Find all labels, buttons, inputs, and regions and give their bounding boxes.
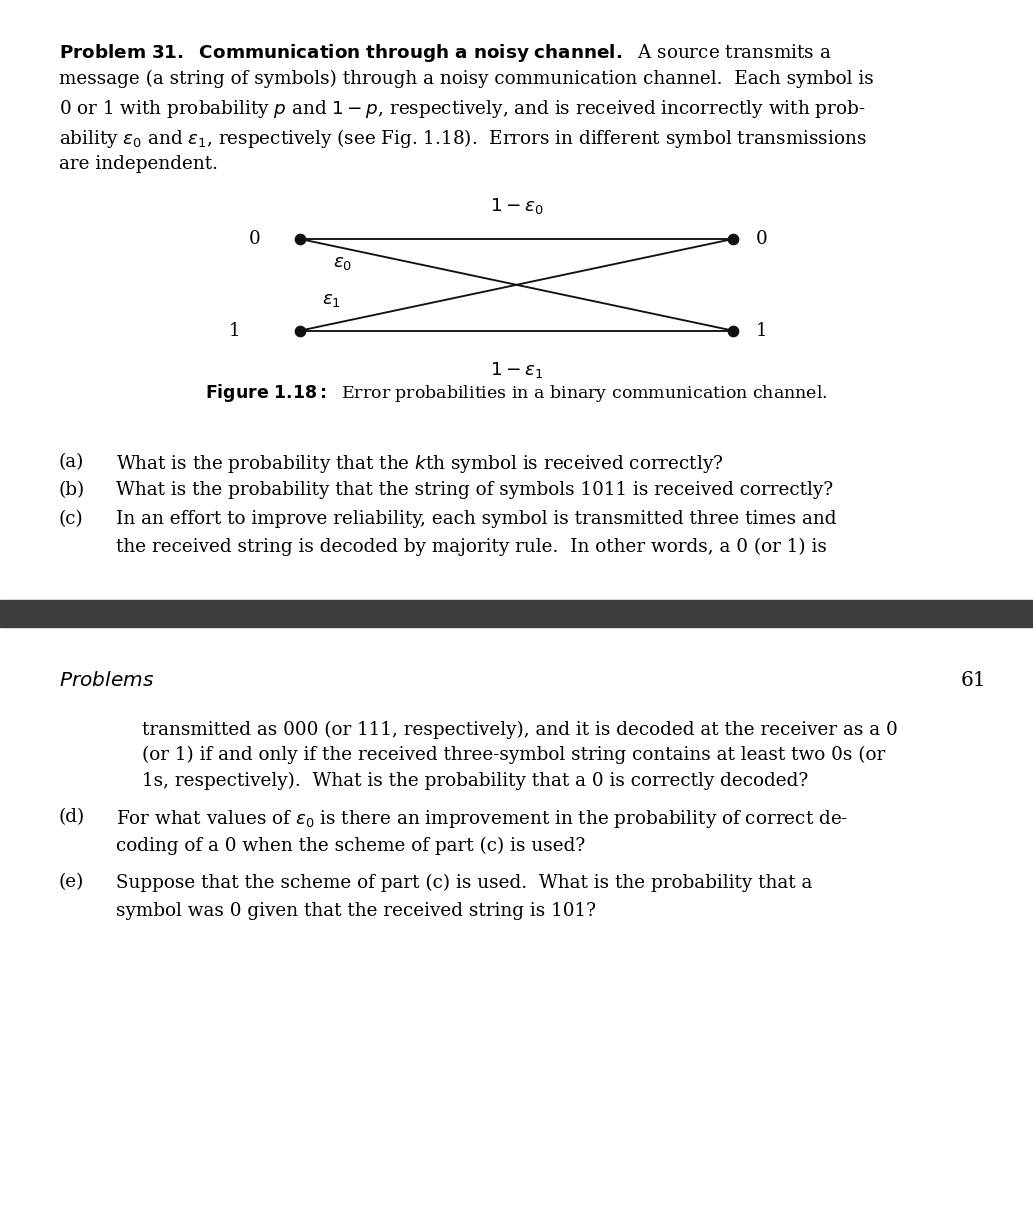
- Text: $\varepsilon_0$: $\varepsilon_0$: [333, 254, 352, 272]
- Text: $\varepsilon_1$: $\varepsilon_1$: [322, 290, 341, 309]
- Text: (a): (a): [59, 453, 85, 472]
- Text: the received string is decoded by majority rule.  In other words, a 0 (or 1) is: the received string is decoded by majori…: [116, 538, 826, 556]
- Text: 0 or 1 with probability $p$ and $1-p$, respectively, and is received incorrectly: 0 or 1 with probability $p$ and $1-p$, r…: [59, 98, 866, 120]
- Text: (e): (e): [59, 873, 85, 892]
- Point: [291, 321, 308, 341]
- Text: $\mathbf{Problem\ 31.}$  $\mathbf{Communication\ through\ a\ noisy\ channel.}$  : $\mathbf{Problem\ 31.}$ $\mathbf{Communi…: [59, 42, 832, 64]
- Text: 61: 61: [961, 671, 987, 691]
- Point: [291, 229, 308, 249]
- Text: (c): (c): [59, 510, 84, 528]
- Text: Suppose that the scheme of part (c) is used.  What is the probability that a: Suppose that the scheme of part (c) is u…: [116, 873, 812, 892]
- Text: What is the probability that the $k$th symbol is received correctly?: What is the probability that the $k$th s…: [116, 453, 723, 475]
- Bar: [0, 600, 1033, 627]
- Point: [725, 321, 742, 341]
- Text: coding of a 0 when the scheme of part (c) is used?: coding of a 0 when the scheme of part (c…: [116, 837, 585, 855]
- Text: What is the probability that the string of symbols 1011 is received correctly?: What is the probability that the string …: [116, 481, 833, 500]
- Text: symbol was 0 given that the received string is 101?: symbol was 0 given that the received str…: [116, 902, 596, 920]
- Text: In an effort to improve reliability, each symbol is transmitted three times and: In an effort to improve reliability, eac…: [116, 510, 836, 528]
- Text: (b): (b): [59, 481, 85, 500]
- Text: 1: 1: [756, 322, 768, 339]
- Text: transmitted as 000 (or 111, respectively), and it is decoded at the receiver as : transmitted as 000 (or 111, respectively…: [142, 720, 898, 739]
- Text: For what values of $\epsilon_0$ is there an improvement in the probability of co: For what values of $\epsilon_0$ is there…: [116, 808, 848, 831]
- Text: 1s, respectively).  What is the probability that a 0 is correctly decoded?: 1s, respectively). What is the probabili…: [142, 772, 808, 790]
- Text: $1 - \varepsilon_1$: $1 - \varepsilon_1$: [490, 360, 543, 380]
- Text: $1 - \varepsilon_0$: $1 - \varepsilon_0$: [490, 196, 543, 216]
- Text: are independent.: are independent.: [59, 154, 218, 173]
- Text: 1: 1: [229, 322, 241, 339]
- Text: message (a string of symbols) through a noisy communication channel.  Each symbo: message (a string of symbols) through a …: [59, 70, 874, 88]
- Text: $\it{Problems}$: $\it{Problems}$: [59, 671, 154, 691]
- Text: (or 1) if and only if the received three-symbol string contains at least two 0s : (or 1) if and only if the received three…: [142, 746, 885, 764]
- Text: 0: 0: [249, 230, 260, 247]
- Point: [725, 229, 742, 249]
- Text: $\mathbf{Figure\ 1.18:}$  Error probabilities in a binary communication channel.: $\mathbf{Figure\ 1.18:}$ Error probabili…: [206, 382, 827, 404]
- Text: ability $\epsilon_0$ and $\epsilon_1$, respectively (see Fig. 1.18).  Errors in : ability $\epsilon_0$ and $\epsilon_1$, r…: [59, 126, 867, 149]
- Text: (d): (d): [59, 808, 85, 827]
- Text: 0: 0: [756, 230, 768, 247]
